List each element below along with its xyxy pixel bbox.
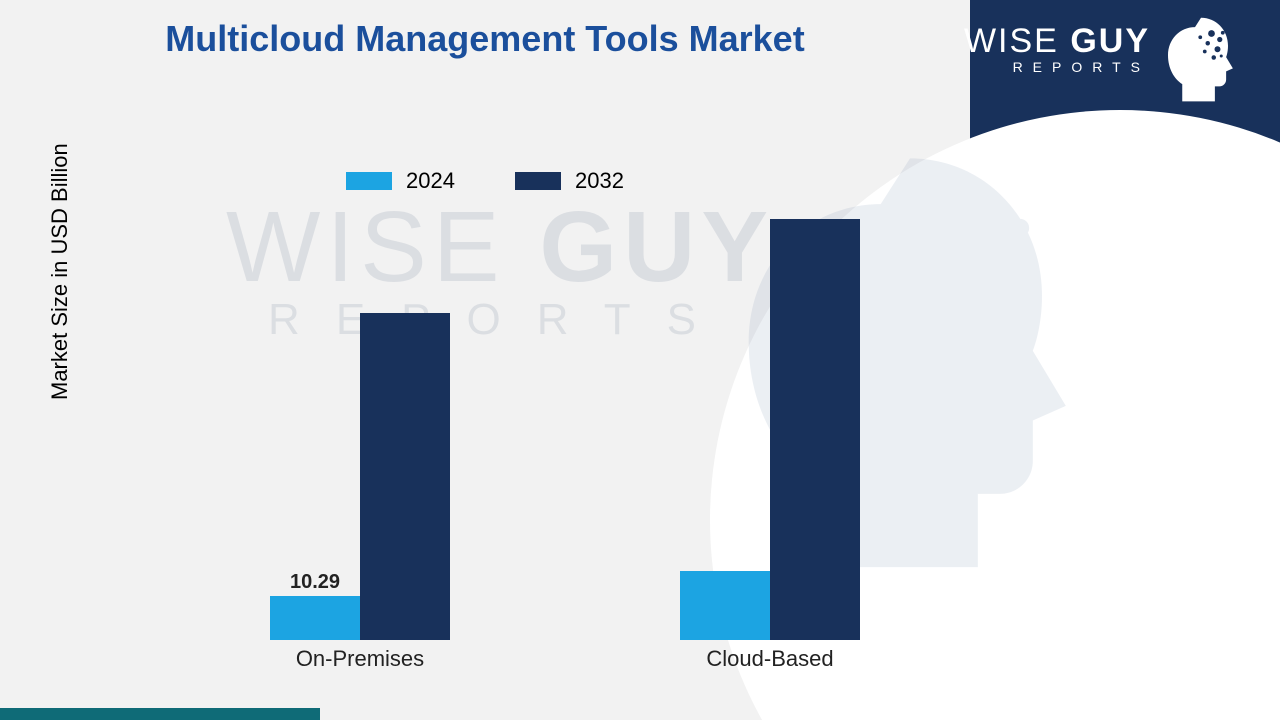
legend-item: 2024 <box>346 168 455 194</box>
bar-group: Cloud-Based <box>680 219 860 640</box>
bar <box>680 571 770 640</box>
logo-word-a: WISE <box>964 22 1059 60</box>
legend-item: 2032 <box>515 168 624 194</box>
bar <box>270 596 360 640</box>
y-axis-label: Market Size in USD Billion <box>47 143 73 400</box>
brand-logo: WISE GUY REPORTS <box>964 22 1150 75</box>
bar-group: 10.29On-Premises <box>270 313 450 640</box>
legend: 2024 2032 <box>0 168 970 194</box>
plot-area: 10.29On-Premises Cloud-Based <box>120 210 940 640</box>
legend-swatch <box>346 172 392 190</box>
logo-head-icon <box>1156 14 1246 104</box>
accent-bar <box>0 708 320 720</box>
legend-swatch <box>515 172 561 190</box>
bar-value-label: 10.29 <box>261 571 369 596</box>
legend-label: 2024 <box>406 168 455 194</box>
category-label: Cloud-Based <box>590 640 950 672</box>
logo-sub: REPORTS <box>964 59 1150 75</box>
chart-canvas: WISE GUY REPORTS Multicloud Management T… <box>0 0 1280 720</box>
bar <box>360 313 450 640</box>
bar <box>770 219 860 640</box>
chart-title: Multicloud Management Tools Market <box>0 18 970 60</box>
logo-word-b: GUY <box>1070 22 1150 60</box>
legend-label: 2032 <box>575 168 624 194</box>
category-label: On-Premises <box>180 640 540 672</box>
